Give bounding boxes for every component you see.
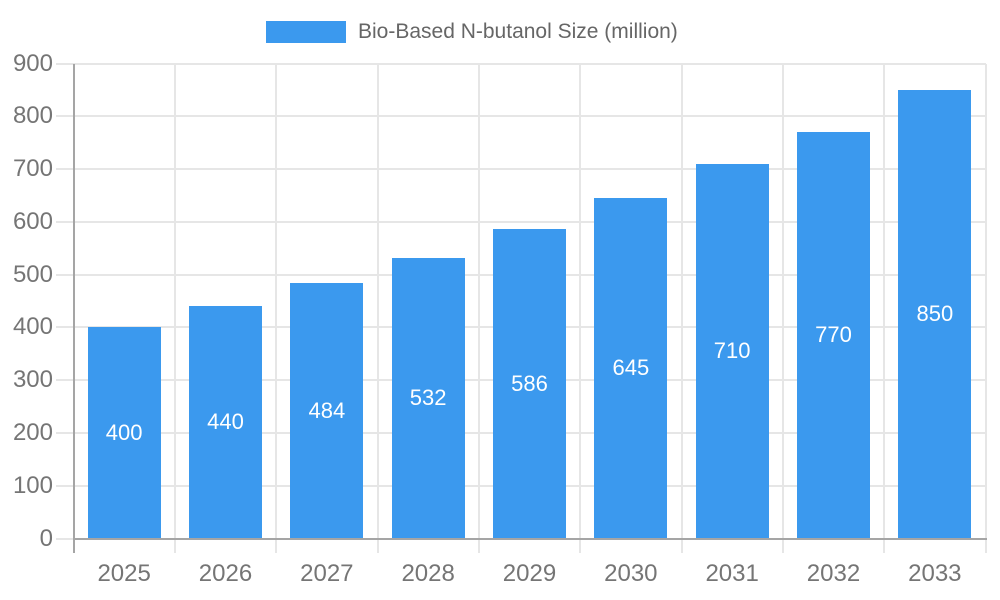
y-axis-tick bbox=[55, 537, 74, 540]
x-axis-line bbox=[72, 537, 987, 540]
y-tick-label: 0 bbox=[39, 524, 53, 552]
v-gridline bbox=[984, 63, 987, 553]
y-tick-label: 200 bbox=[12, 418, 53, 446]
y-tick-label: 500 bbox=[12, 260, 53, 288]
y-axis-tick bbox=[55, 379, 74, 382]
legend-swatch bbox=[266, 21, 346, 43]
x-tick-label: 2032 bbox=[806, 560, 861, 587]
x-tick-label: 2029 bbox=[502, 560, 557, 587]
bar[interactable]: 645 bbox=[594, 198, 668, 539]
bar[interactable]: 484 bbox=[290, 283, 364, 539]
bar-value-label: 400 bbox=[105, 419, 143, 445]
bar-value-label: 586 bbox=[511, 370, 548, 396]
bar[interactable]: 710 bbox=[695, 163, 769, 539]
v-gridline bbox=[376, 63, 379, 553]
bar[interactable]: 770 bbox=[797, 132, 870, 539]
bar[interactable]: 586 bbox=[493, 229, 566, 539]
y-tick-label: 300 bbox=[12, 366, 53, 394]
bar-value-label: 710 bbox=[713, 338, 751, 364]
x-tick-label: 2026 bbox=[198, 560, 253, 587]
bar[interactable]: 440 bbox=[189, 306, 262, 539]
v-gridline bbox=[781, 63, 784, 553]
y-tick-label: 800 bbox=[12, 102, 53, 130]
bar[interactable]: 532 bbox=[391, 257, 465, 539]
y-axis-tick bbox=[55, 484, 74, 487]
bar-value-label: 770 bbox=[815, 322, 852, 348]
x-tick-label: 2030 bbox=[604, 560, 658, 587]
y-axis-tick bbox=[55, 273, 74, 276]
y-tick-label: 100 bbox=[12, 471, 53, 499]
y-axis-tick bbox=[55, 326, 74, 329]
y-axis-tick bbox=[55, 431, 74, 434]
y-tick-label: 700 bbox=[12, 155, 53, 183]
legend-item[interactable]: Bio-Based N-butanol Size (million) bbox=[266, 20, 678, 44]
v-gridline bbox=[883, 63, 886, 553]
v-gridline bbox=[579, 63, 582, 553]
bar[interactable]: 850 bbox=[898, 89, 972, 539]
x-tick-label: 2027 bbox=[300, 560, 354, 587]
bar[interactable]: 400 bbox=[87, 327, 161, 539]
bar-value-label: 440 bbox=[207, 409, 244, 435]
v-gridline bbox=[173, 63, 176, 553]
x-tick-label: 2033 bbox=[908, 560, 962, 587]
h-gridline bbox=[73, 115, 986, 118]
y-tick-label: 900 bbox=[12, 49, 53, 77]
bar-value-label: 484 bbox=[308, 397, 346, 423]
y-tick-label: 400 bbox=[12, 313, 53, 341]
v-gridline bbox=[680, 63, 683, 553]
y-tick-label: 600 bbox=[12, 207, 53, 235]
v-gridline bbox=[477, 63, 480, 553]
y-axis-tick bbox=[55, 168, 74, 171]
h-gridline bbox=[73, 168, 986, 171]
bar-value-label: 532 bbox=[409, 385, 447, 411]
x-tick-label: 2025 bbox=[97, 560, 151, 587]
bar-value-label: 850 bbox=[916, 301, 954, 327]
bar-value-label: 645 bbox=[612, 355, 650, 381]
h-gridline bbox=[73, 62, 986, 65]
x-tick-label: 2028 bbox=[401, 560, 455, 587]
h-gridline bbox=[73, 220, 986, 223]
y-axis-tick bbox=[55, 62, 74, 65]
v-gridline bbox=[275, 63, 278, 553]
legend-label: Bio-Based N-butanol Size (million) bbox=[358, 20, 678, 43]
y-axis-tick bbox=[55, 220, 74, 223]
y-axis-tick bbox=[55, 115, 74, 118]
y-axis-line bbox=[72, 63, 75, 553]
x-tick-label: 2031 bbox=[705, 560, 759, 587]
